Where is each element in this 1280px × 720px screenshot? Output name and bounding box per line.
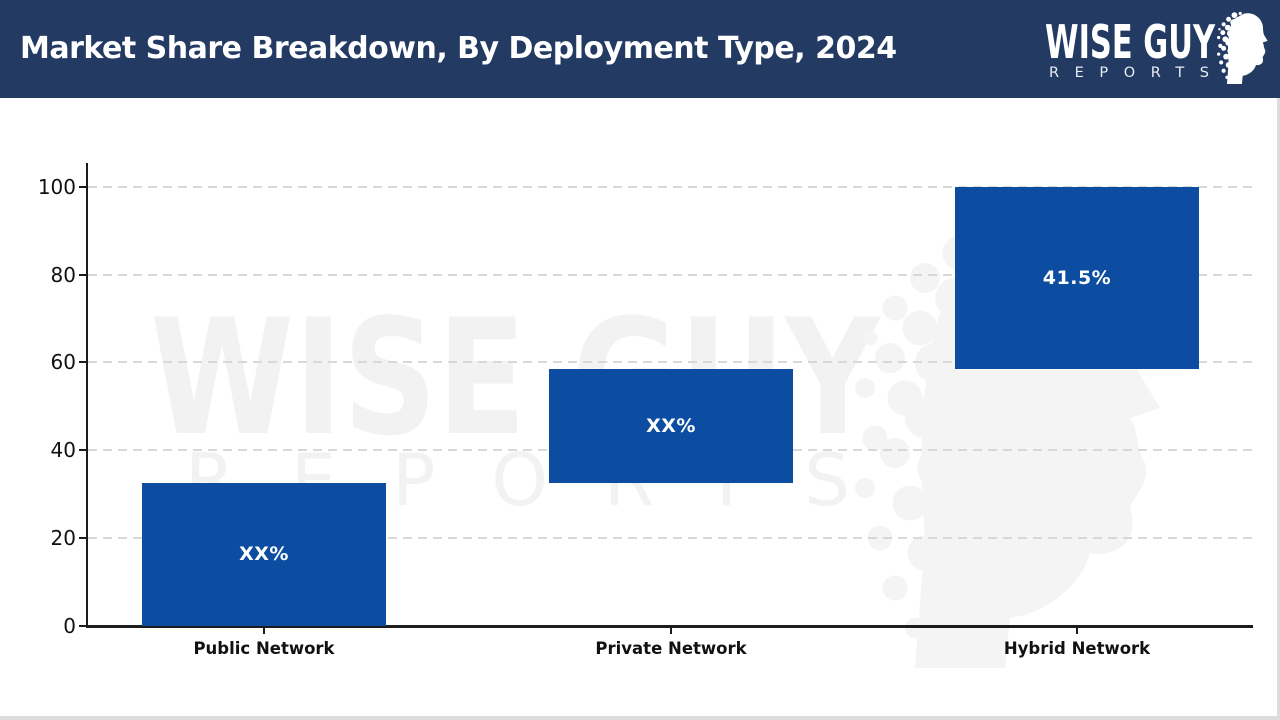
bottom-border [0,716,1280,720]
x-tick-mark-private-network [670,628,672,634]
x-tick-mark-hybrid-network [1076,628,1078,634]
y-tick-label-100: 100 [37,174,76,199]
gridline-y-20 [88,537,1253,540]
gridline-y-100 [88,185,1253,188]
gridline-y-60 [88,361,1253,364]
x-tick-mark-public-network [263,628,265,634]
bar-hybrid-network: 41.5% [955,186,1199,369]
y-tick-label-0: 0 [63,614,76,638]
bar-value-label: XX% [646,414,696,437]
y-tick-label-60: 60 [50,350,76,375]
x-axis-line [86,625,1253,628]
x-tick-label-public-network: Public Network [193,639,335,658]
bar-value-label: XX% [239,543,289,566]
y-tick-mark-40 [79,449,86,452]
right-border [1277,98,1280,720]
bar-value-label: 41.5% [1042,266,1112,289]
y-tick-mark-0 [79,625,86,627]
y-axis-line [86,163,88,628]
header: Market Share Breakdown, By Deployment Ty… [0,0,1280,98]
y-tick-mark-80 [79,273,86,276]
x-tick-label-private-network: Private Network [595,639,747,658]
bar-private-network: XX% [549,368,793,483]
wiseguy-logo: WISE GUY REPORTS [1045,11,1268,85]
logo-wordmark: WISE GUY [1045,15,1215,69]
y-tick-mark-20 [79,537,86,540]
bar-public-network: XX% [142,482,386,626]
logo-face-icon [1217,11,1268,85]
y-tick-label-40: 40 [50,438,76,463]
gridline-y-80 [88,273,1253,276]
chart-title: Market Share Breakdown, By Deployment Ty… [20,31,897,66]
x-tick-label-hybrid-network: Hybrid Network [1003,639,1151,658]
y-tick-mark-100 [79,185,86,188]
plot-area: WISE GUY REPORTS XX%XX%41.5%020406080100… [0,98,1280,720]
y-tick-mark-60 [79,361,86,364]
y-tick-label-20: 20 [50,526,76,551]
y-tick-label-80: 80 [50,262,76,287]
